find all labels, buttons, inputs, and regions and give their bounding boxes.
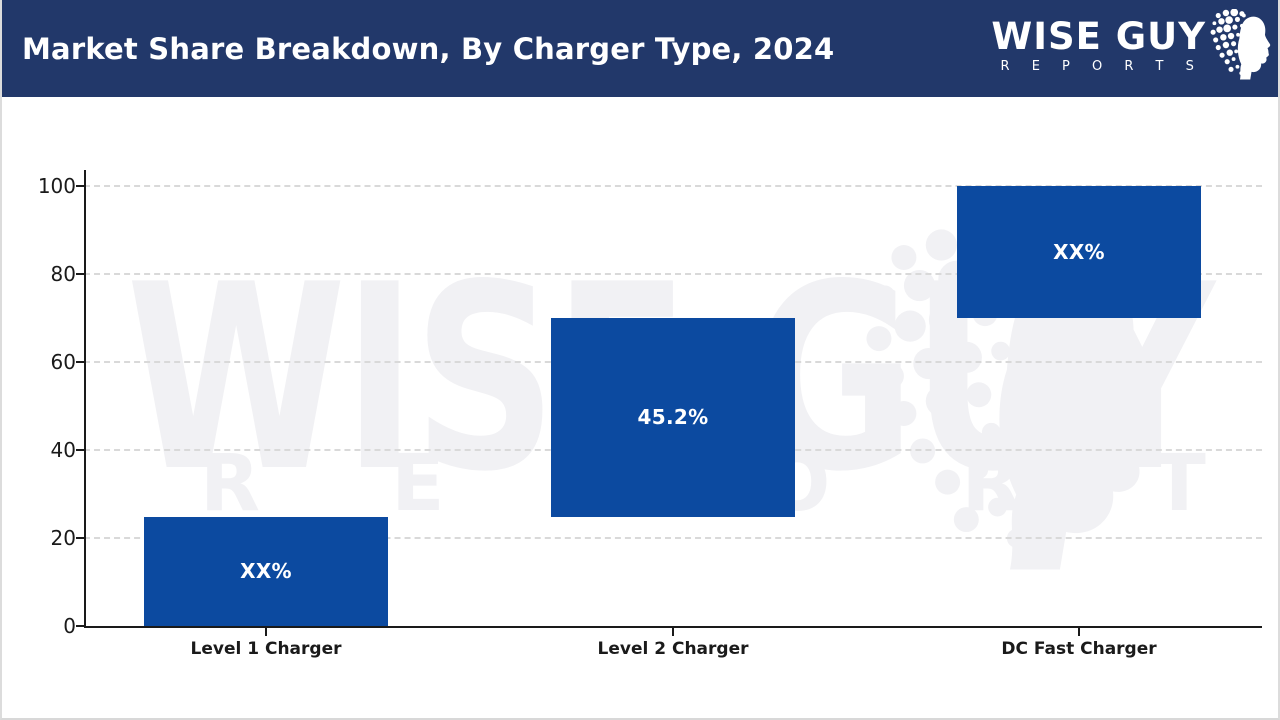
page-title: Market Share Breakdown, By Charger Type,… <box>22 31 835 66</box>
bar-level-2-charger: 45.2% <box>551 318 795 517</box>
x-tick-2 <box>672 628 674 636</box>
x-tick-label-3: DC Fast Charger <box>1001 639 1157 659</box>
x-tick-3 <box>1078 628 1080 636</box>
y-tick-80 <box>76 273 84 275</box>
gridline-100 <box>84 185 1262 187</box>
header-bar: Market Share Breakdown, By Charger Type,… <box>2 0 1278 97</box>
y-tick-label-80: 80 <box>50 262 76 286</box>
x-tick-label-1: Level 1 Charger <box>190 639 342 659</box>
bar-dc-fast-charger: XX% <box>957 186 1201 318</box>
y-tick-60 <box>76 361 84 363</box>
bar-value-label: XX% <box>240 559 292 584</box>
gridline-20 <box>84 537 1262 539</box>
y-tick-label-100: 100 <box>37 174 76 198</box>
wiseguy-logo: WISE GUY R E P O R T S <box>991 9 1272 81</box>
y-axis-spine <box>84 170 86 628</box>
y-tick-20 <box>76 537 84 539</box>
y-tick-label-0: 0 <box>63 614 76 638</box>
x-tick-1 <box>265 628 267 636</box>
x-tick-label-2: Level 2 Charger <box>597 639 749 659</box>
x-axis-spine <box>84 626 1262 628</box>
bar-value-label: XX% <box>1053 240 1105 264</box>
y-tick-label-40: 40 <box>50 438 76 462</box>
logo-wordmark: WISE GUY <box>991 14 1206 58</box>
y-tick-100 <box>76 185 84 187</box>
bar-level-1-charger: XX% <box>144 516 388 626</box>
logo-head-icon <box>1210 9 1271 80</box>
bar-value-label: 45.2% <box>637 405 709 430</box>
y-tick-label-60: 60 <box>50 350 76 374</box>
logo-subtext: R E P O R T S <box>1000 58 1203 74</box>
logo-text: WISE GUY R E P O R T S <box>991 14 1206 74</box>
y-tick-label-20: 20 <box>50 526 76 550</box>
y-tick-40 <box>76 449 84 451</box>
gridline-80 <box>84 273 1262 275</box>
y-tick-0 <box>76 625 84 627</box>
